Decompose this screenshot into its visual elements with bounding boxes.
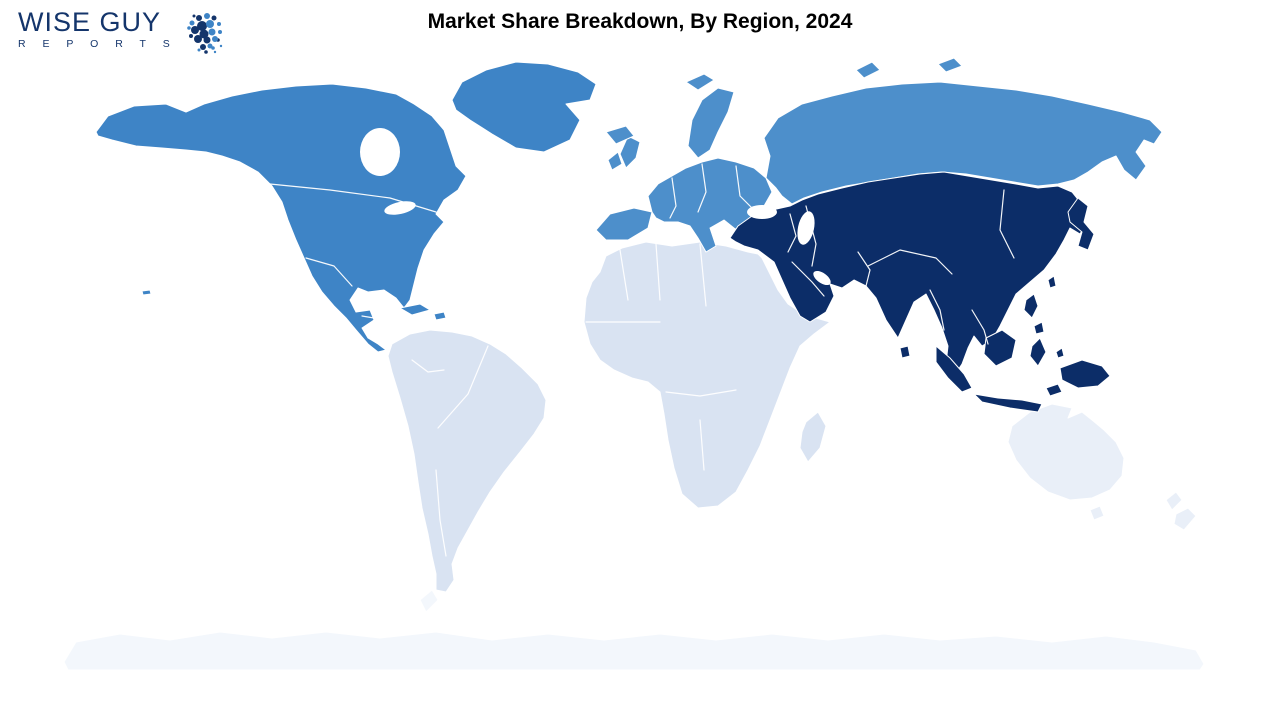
hawaii [141, 289, 152, 296]
region-africa [583, 241, 831, 509]
hudson-bay [360, 128, 400, 176]
border-africa-1 [619, 249, 629, 301]
border-brazil-west [437, 345, 489, 429]
logo-subtitle: R E P O R T S [18, 38, 177, 51]
novaya-zemlya [855, 61, 881, 79]
border-china-internal [999, 189, 1015, 259]
country-borders [269, 163, 1015, 557]
country-australia [1007, 403, 1125, 501]
island-timor [1045, 383, 1063, 397]
logo-head-dots-blue [186, 13, 222, 54]
caspian-sea [797, 211, 815, 245]
logo: WISE GUY R E P O R T S [18, 8, 227, 62]
island-sumatra [935, 345, 973, 393]
island-new-guinea [1059, 359, 1111, 389]
border-pakistan [857, 251, 871, 287]
region-asia-pacific [729, 171, 1111, 413]
border-africa-2 [655, 243, 661, 301]
country-antarctica [63, 631, 1205, 671]
border-chile-argentina [435, 469, 447, 557]
border-india-china [867, 249, 953, 275]
island-moluccas [1055, 347, 1065, 359]
island-java [973, 393, 1043, 413]
severnaya-zemlya [937, 57, 963, 73]
region-oceania [1007, 403, 1197, 531]
island-borneo [983, 329, 1017, 367]
border-iran-west [805, 205, 817, 267]
logo-head-icon [186, 13, 222, 54]
region-south-america [387, 329, 547, 593]
svalbard [685, 73, 715, 91]
black-sea [747, 205, 777, 219]
border-myanmar [929, 289, 945, 331]
country-hispaniola [433, 311, 447, 321]
baltic-sea [715, 134, 729, 158]
border-east-europe [735, 165, 753, 209]
border-us-mexico [305, 257, 353, 287]
border-africa-central [665, 389, 737, 397]
country-ireland [607, 151, 623, 171]
island-sulawesi [1029, 337, 1047, 367]
border-france-east [669, 177, 677, 219]
continent-south-america [387, 329, 547, 593]
country-new-zealand-north [1165, 491, 1183, 511]
country-cuba [399, 303, 431, 316]
logo-wordmark: WISE GUY [18, 7, 162, 37]
continent-africa [583, 241, 831, 509]
antarctic-peninsula [419, 589, 439, 613]
region-antarctica [63, 589, 1205, 671]
border-saudi [791, 261, 825, 297]
inland-water [360, 128, 831, 286]
persian-gulf [813, 270, 831, 286]
country-japan [1067, 197, 1095, 251]
country-greenland [451, 61, 597, 153]
region-north-america [95, 61, 597, 353]
country-taiwan [1047, 275, 1057, 289]
border-indochina [971, 309, 989, 345]
logo-text: WISE GUY R E P O R T S [18, 7, 177, 51]
country-madagascar [799, 411, 827, 463]
philippines-south [1033, 321, 1045, 335]
page-title: Market Share Breakdown, By Region, 2024 [427, 10, 853, 33]
border-mexico-guatemala [361, 315, 375, 319]
border-africa-3 [699, 243, 707, 307]
country-tasmania [1089, 505, 1105, 521]
philippines-north [1023, 293, 1039, 319]
border-us-canada [269, 183, 437, 213]
scandinavia [687, 87, 735, 159]
logo-head-dots-navy [188, 14, 220, 54]
country-new-zealand-south [1173, 507, 1197, 531]
iberia [595, 207, 653, 241]
country-iceland [605, 125, 635, 145]
border-turkey-iran [787, 213, 797, 253]
border-germany [697, 163, 707, 213]
border-sa-north [411, 359, 445, 373]
border-africa-south [699, 419, 705, 471]
great-lakes [384, 201, 416, 215]
country-sri-lanka [899, 345, 911, 359]
